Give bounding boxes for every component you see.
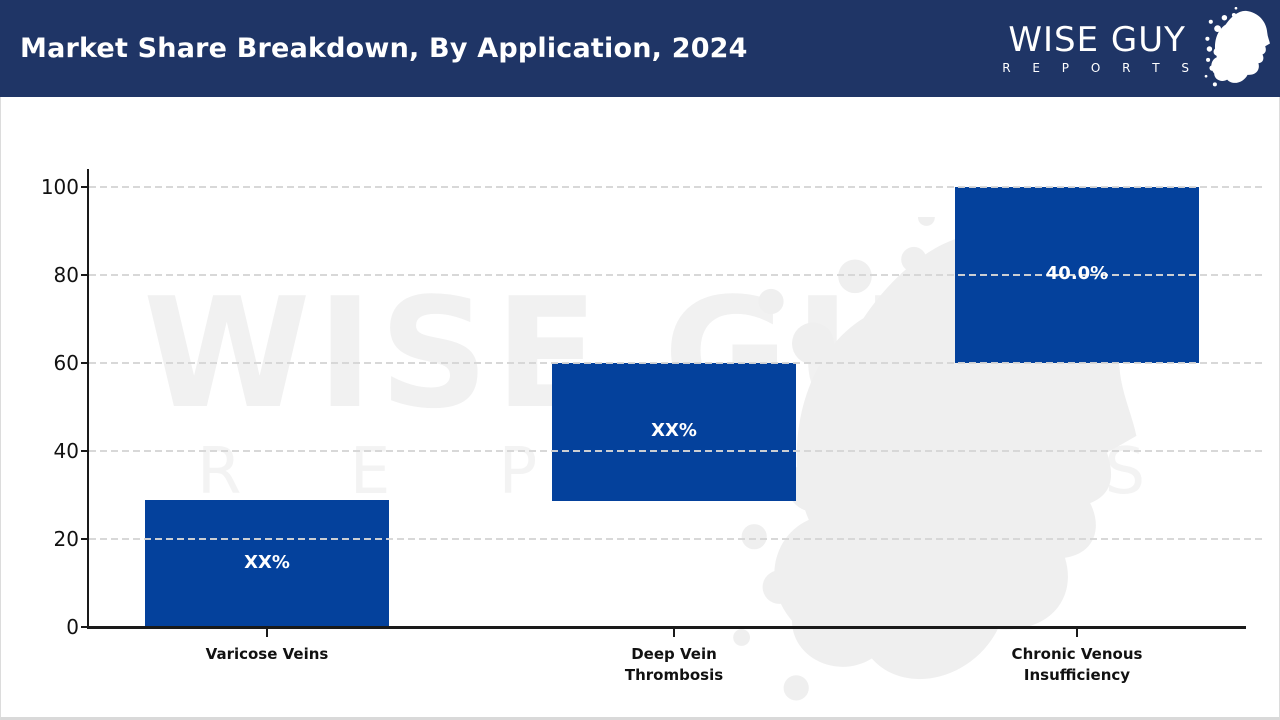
gridline-y-20 bbox=[89, 538, 1265, 540]
x-category-label: Varicose Veins bbox=[205, 645, 329, 663]
bar-segment-1 bbox=[145, 500, 389, 627]
y-tick-label: 40 bbox=[53, 439, 79, 463]
gridline-y-40 bbox=[89, 450, 1265, 452]
brand-face-icon bbox=[1204, 6, 1270, 86]
x-category-label: Chronic Venous Insufficiency bbox=[1011, 645, 1143, 684]
x-tick-3 bbox=[1076, 629, 1078, 637]
x-tick-2 bbox=[673, 629, 675, 637]
y-tick-20 bbox=[81, 538, 89, 540]
y-tick-label: 100 bbox=[40, 175, 79, 199]
brand-logo: WISE GUY R E P O R T S bbox=[996, 0, 1272, 97]
page-title: Market Share Breakdown, By Application, … bbox=[20, 33, 748, 64]
y-tick-80 bbox=[81, 274, 89, 276]
bar-value-label: XX% bbox=[244, 551, 290, 573]
gridline-y-80 bbox=[89, 274, 1265, 276]
brand-wordmark: WISE GUY R E P O R T S bbox=[996, 22, 1198, 75]
x-axis-line bbox=[87, 626, 1246, 629]
brand-reports-text: R E P O R T S bbox=[1002, 61, 1198, 75]
bar-value-label: XX% bbox=[651, 420, 697, 442]
app-header: Market Share Breakdown, By Application, … bbox=[0, 0, 1280, 97]
brand-name-text: WISE GUY bbox=[1008, 20, 1186, 60]
gridline-y-60 bbox=[89, 362, 1265, 364]
x-category-label: Deep Vein Thrombosis bbox=[624, 645, 724, 684]
y-axis-spine bbox=[87, 169, 89, 629]
bar-value-label: 40.0% bbox=[1045, 263, 1109, 284]
y-tick-label: 20 bbox=[53, 527, 79, 551]
y-tick-0 bbox=[81, 626, 89, 628]
y-tick-label: 0 bbox=[66, 615, 79, 639]
y-tick-label: 80 bbox=[53, 263, 79, 287]
y-tick-60 bbox=[81, 362, 89, 364]
y-tick-100 bbox=[81, 186, 89, 188]
y-tick-label: 60 bbox=[53, 351, 79, 375]
bar-segment-2 bbox=[552, 363, 796, 502]
chart-canvas: WISE GUY R E P O R T S 020406080100XX%XX… bbox=[0, 97, 1280, 720]
x-tick-1 bbox=[266, 629, 268, 637]
y-tick-40 bbox=[81, 450, 89, 452]
gridline-y-100 bbox=[89, 186, 1265, 188]
